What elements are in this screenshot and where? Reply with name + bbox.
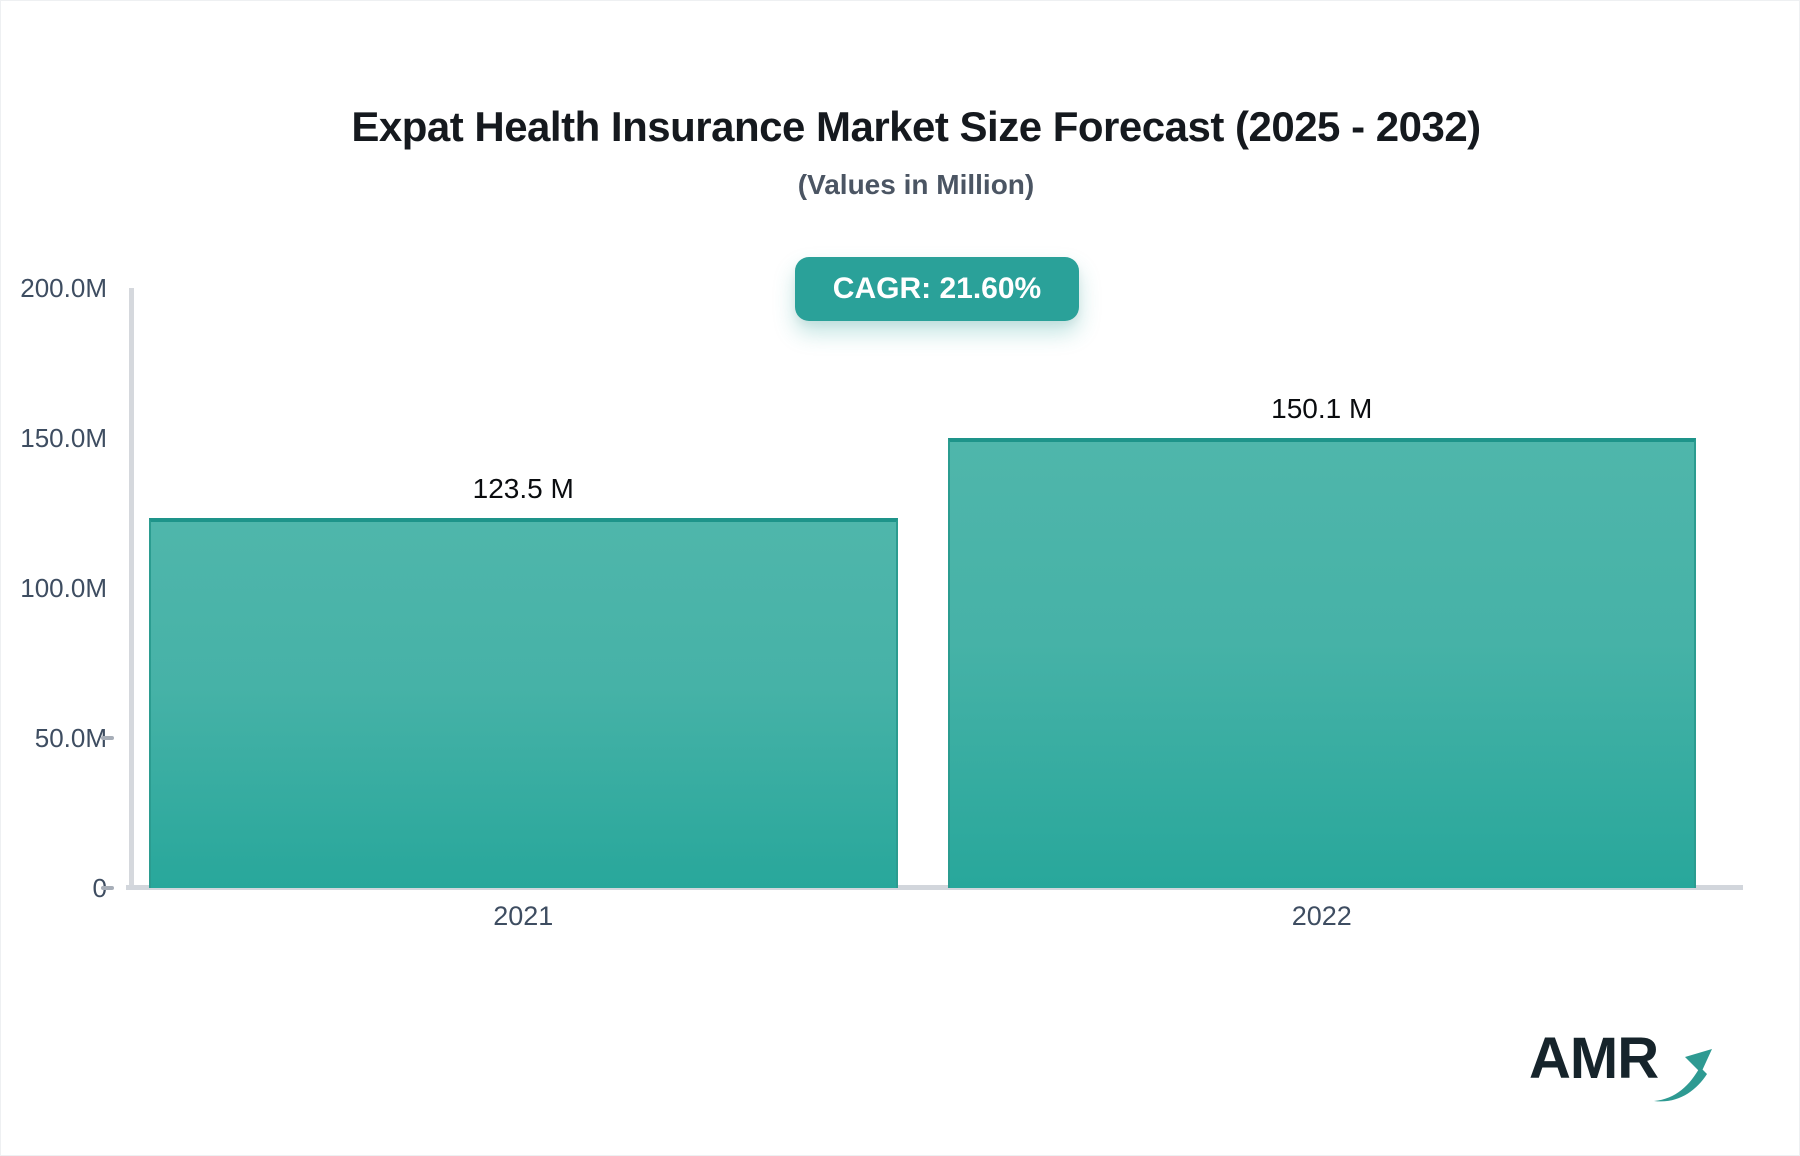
x-tick-label: 2021 <box>493 901 554 931</box>
bar-2021 <box>149 517 898 888</box>
chart-subtitle: (Values in Million) <box>797 169 1035 200</box>
y-tick-label: 50.0M <box>34 723 107 753</box>
cagr-badge: CAGR: 21.60% <box>794 257 1080 321</box>
y-tick-label: 150.0M <box>20 423 107 453</box>
amr-logo: AMR <box>1529 1027 1714 1110</box>
y-tick-label: 0 <box>92 873 107 903</box>
amr-logo-text: AMR <box>1529 1026 1659 1091</box>
bar-2022 <box>947 437 1696 888</box>
y-tick-label: 100.0M <box>20 573 107 603</box>
trend-up-arrow-icon <box>1652 1041 1714 1110</box>
cagr-badge-row: CAGR: 21.60% <box>131 257 1743 321</box>
x-tick-label: 2022 <box>1291 901 1352 931</box>
bar-value-label: 150.1 M <box>1271 392 1373 424</box>
y-tick-label: 200.0M <box>20 273 107 303</box>
y-axis-line <box>129 288 134 890</box>
bar-value-label: 123.5 M <box>472 472 574 504</box>
chart-title: Expat Health Insurance Market Size Forec… <box>351 103 1481 150</box>
x-axis-line <box>126 885 1743 890</box>
y-tick-dash <box>101 736 114 740</box>
y-tick-dash <box>101 886 114 890</box>
